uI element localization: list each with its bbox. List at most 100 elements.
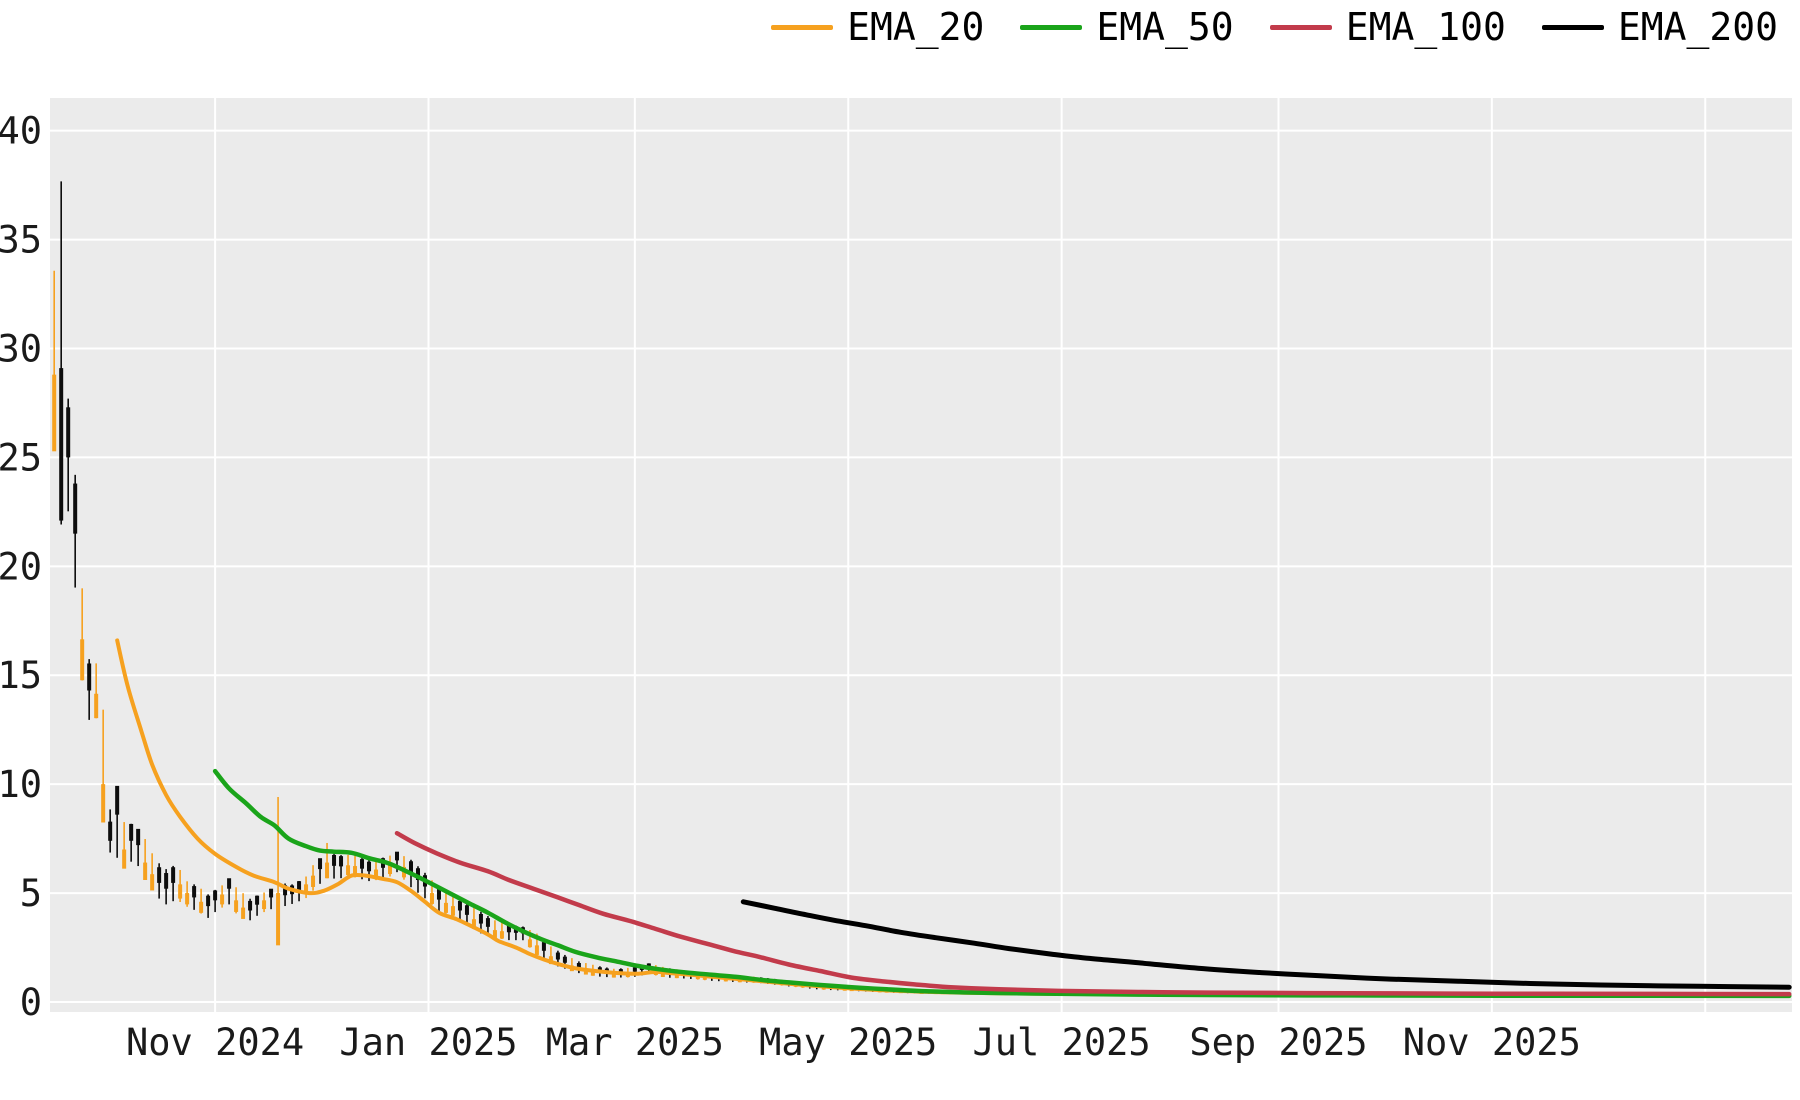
candle-body xyxy=(248,900,253,911)
y-axis-labels: 0 5 10 15 20 25 30 35 40 xyxy=(0,110,42,1024)
candle-body xyxy=(241,907,246,919)
candle-body xyxy=(94,693,99,719)
x-tick-label: Mar 2025 xyxy=(546,1021,724,1064)
x-tick-label: Sep 2025 xyxy=(1189,1021,1367,1064)
legend-label: EMA_100 xyxy=(1345,5,1506,49)
candle-body xyxy=(408,861,413,874)
x-tick-label: Jul 2025 xyxy=(973,1021,1151,1064)
legend-swatch-ema_100 xyxy=(1269,24,1332,30)
candle-body xyxy=(367,861,372,872)
candle-body xyxy=(199,901,204,913)
y-tick-label: 35 xyxy=(0,219,42,262)
candle-body xyxy=(80,639,85,681)
candle-body xyxy=(660,972,665,978)
candle-body xyxy=(136,828,141,846)
candle-body xyxy=(534,945,539,955)
x-tick-label: Nov 2025 xyxy=(1403,1021,1581,1064)
candle-body xyxy=(576,962,581,969)
candle-body xyxy=(632,967,637,972)
x-tick-label: Jan 2025 xyxy=(339,1021,517,1064)
candle-body xyxy=(353,866,358,876)
candle-body xyxy=(234,900,239,912)
legend-item-ema_20: EMA_20 xyxy=(771,8,984,46)
legend-swatch-ema_50 xyxy=(1020,24,1083,30)
y-tick-label: 40 xyxy=(0,110,42,153)
candle-body xyxy=(436,889,441,900)
candle-body xyxy=(115,785,120,815)
candle-body xyxy=(171,867,176,883)
candle-body xyxy=(262,900,267,910)
legend-label: EMA_20 xyxy=(847,5,985,49)
candle-body xyxy=(478,913,483,924)
candle-body xyxy=(471,919,476,929)
candle-body xyxy=(255,895,260,905)
candle-body xyxy=(555,952,560,960)
candle-body xyxy=(164,873,169,889)
candle-body xyxy=(185,893,190,905)
x-axis-labels: Nov 2024 Jan 2025 Mar 2025 May 2025 Jul 2025… xyxy=(126,1021,1581,1064)
candle-body xyxy=(297,881,302,891)
y-tick-label: 30 xyxy=(0,328,42,371)
y-tick-label: 15 xyxy=(0,654,42,697)
candle-body xyxy=(415,868,420,880)
ema-line-ema_50 xyxy=(212,768,1792,999)
y-tick-label: 5 xyxy=(20,872,42,915)
legend: EMA_20 EMA_50 EMA_100 EMA_200 xyxy=(771,8,1778,46)
candle-body xyxy=(59,368,64,521)
candle-body xyxy=(360,859,365,869)
candle-body xyxy=(590,970,595,976)
candle-body xyxy=(311,875,316,887)
legend-item-ema_50: EMA_50 xyxy=(1020,8,1234,46)
candle-body xyxy=(492,930,497,938)
y-tick-label: 0 xyxy=(20,981,42,1024)
candle-body xyxy=(325,862,330,879)
candle-body xyxy=(122,849,127,869)
candle-body xyxy=(304,884,309,894)
candle-body xyxy=(450,906,455,916)
candle-body xyxy=(395,851,400,861)
candle-body xyxy=(429,893,434,904)
candle-body xyxy=(276,893,281,946)
candle-body xyxy=(541,942,546,951)
candle-body xyxy=(206,895,211,907)
candle-body xyxy=(388,864,393,875)
candle-body xyxy=(527,939,532,948)
legend-swatch-ema_200 xyxy=(1541,24,1604,30)
candle-body xyxy=(157,867,162,883)
candle-body xyxy=(339,856,344,867)
candle-body xyxy=(178,884,183,899)
candle-body xyxy=(611,973,616,978)
candle-body xyxy=(457,900,462,911)
gridlines xyxy=(50,98,1792,1012)
candle-body xyxy=(143,862,148,880)
candle-body xyxy=(52,374,57,452)
candle-body xyxy=(213,890,218,901)
candle-body xyxy=(101,784,106,823)
x-tick-label: Nov 2024 xyxy=(126,1021,304,1064)
candle-body xyxy=(283,885,288,896)
legend-label: EMA_200 xyxy=(1617,5,1778,49)
candle-body xyxy=(464,905,469,915)
candle-body xyxy=(66,407,71,458)
candle-body xyxy=(220,894,225,905)
ema-line-ema_100 xyxy=(394,830,1792,997)
candle-body xyxy=(583,969,588,975)
candle-body xyxy=(192,886,197,898)
legend-item-ema_100: EMA_100 xyxy=(1269,5,1506,49)
candle-body xyxy=(73,483,78,534)
candle-body xyxy=(499,931,504,939)
y-tick-label: 10 xyxy=(0,763,42,806)
candle-body xyxy=(443,902,448,913)
candle-body xyxy=(150,874,155,891)
plot-area xyxy=(50,98,1792,1012)
candle-body xyxy=(318,858,323,870)
candle-body xyxy=(108,821,113,841)
candle-body xyxy=(562,956,567,963)
candle-body xyxy=(485,918,490,927)
legend-swatch-ema_20 xyxy=(771,24,834,30)
candle-body xyxy=(695,975,700,980)
x-tick-label: May 2025 xyxy=(759,1021,937,1064)
candle-body xyxy=(674,974,679,979)
